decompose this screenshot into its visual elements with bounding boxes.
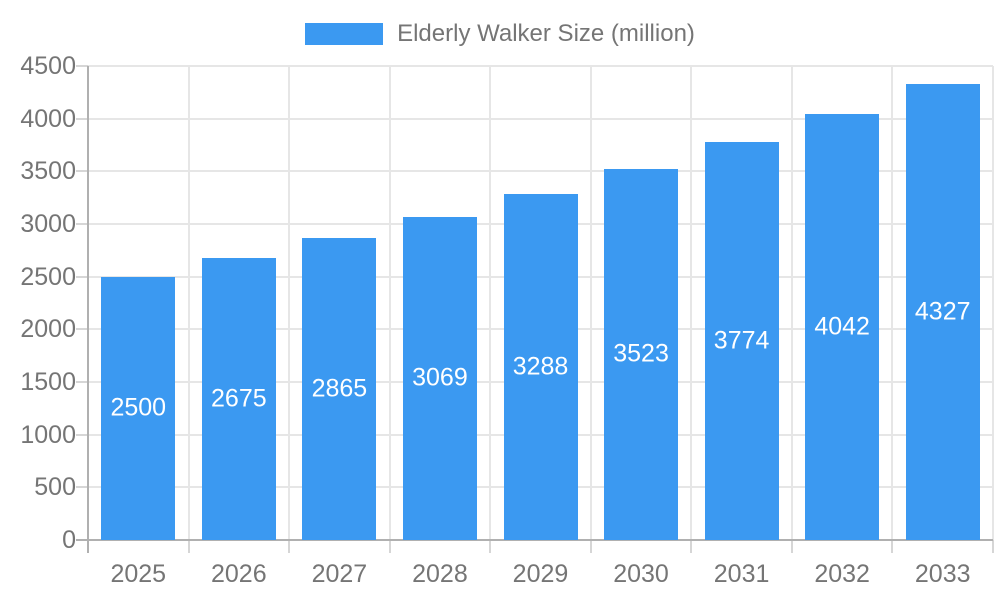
bar-value-label: 3069	[412, 363, 468, 392]
legend-item[interactable]: Elderly Walker Size (million)	[0, 12, 1000, 56]
gridline-vertical	[589, 66, 592, 540]
y-axis-tick	[76, 275, 88, 278]
legend-label: Elderly Walker Size (million)	[397, 20, 695, 47]
x-axis-label: 2025	[110, 560, 167, 588]
x-axis-line	[76, 539, 993, 541]
bar-2030: 3523	[604, 168, 679, 540]
x-axis-tick	[690, 540, 693, 553]
bar-value-label: 3523	[613, 339, 669, 368]
y-axis-label: 2000	[20, 315, 76, 344]
y-axis-label: 2500	[20, 262, 76, 291]
gridline-vertical	[388, 66, 391, 540]
y-axis-label: 500	[34, 473, 76, 502]
x-axis-label: 2028	[412, 560, 468, 588]
x-axis-label: 2026	[211, 560, 267, 588]
gridline-vertical	[489, 66, 492, 540]
bar-2029: 3288	[503, 193, 578, 540]
bar-value-label: 3774	[713, 326, 770, 355]
x-axis-label: 2031	[713, 560, 770, 588]
x-axis-tick	[790, 540, 793, 553]
y-axis-label: 4500	[20, 52, 76, 80]
x-axis-tick	[187, 540, 190, 553]
x-axis-tick	[891, 540, 894, 553]
x-axis-tick	[388, 540, 391, 553]
x-axis-label: 2032	[814, 560, 870, 588]
y-axis-tick	[76, 65, 88, 67]
bar-value-label: 3288	[512, 352, 569, 381]
gridline-vertical	[690, 66, 693, 540]
y-axis-label: 0	[62, 526, 76, 554]
x-axis-tick	[589, 540, 592, 553]
x-axis-label: 2027	[311, 560, 368, 588]
y-axis-label: 4000	[20, 104, 76, 133]
gridline-vertical	[790, 66, 793, 540]
bar-value-label: 2865	[311, 374, 368, 403]
gridline-horizontal	[88, 117, 993, 120]
bar-value-label: 4327	[914, 297, 971, 326]
gridline-vertical	[891, 66, 894, 540]
y-axis-tick	[76, 117, 88, 120]
y-axis-tick	[76, 381, 88, 383]
bar-2031: 3774	[704, 142, 779, 540]
bar-2033: 4327	[905, 84, 980, 540]
y-axis-label: 3500	[20, 157, 76, 186]
plot-area: 2500 2675 2865 3069 3288 3523 3774 4042 4327	[76, 65, 994, 553]
bar-2027: 2865	[302, 238, 377, 540]
x-axis-label: 2029	[512, 560, 569, 588]
y-axis-label: 1000	[20, 420, 76, 449]
x-axis-tick	[992, 540, 994, 553]
gridline-horizontal	[88, 170, 993, 173]
y-axis-label: 3000	[20, 210, 76, 238]
bar-value-label: 2500	[110, 393, 167, 422]
x-axis-tick	[288, 540, 291, 553]
bar-2025: 2500	[101, 276, 176, 540]
gridline-vertical	[288, 66, 291, 540]
bar-value-label: 4042	[814, 312, 870, 341]
legend-swatch-icon	[305, 23, 384, 45]
x-axis-label: 2033	[914, 560, 971, 588]
bar-value-label: 2675	[211, 384, 267, 413]
y-axis-tick	[76, 170, 88, 173]
y-axis-tick	[76, 328, 88, 331]
bar-2028: 3069	[402, 216, 477, 540]
x-axis-tick	[489, 540, 492, 553]
y-axis-line	[87, 66, 89, 553]
bar-2026: 2675	[201, 258, 276, 540]
x-axis-label: 2030	[613, 560, 669, 588]
y-axis-tick	[76, 223, 88, 225]
gridline-horizontal	[88, 65, 993, 67]
gridline-vertical	[992, 66, 994, 540]
gridline-vertical	[187, 66, 190, 540]
y-axis-label: 1500	[20, 368, 76, 396]
y-axis-tick	[76, 433, 88, 436]
y-axis-tick	[76, 486, 88, 489]
bar-2032: 4042	[805, 114, 880, 540]
